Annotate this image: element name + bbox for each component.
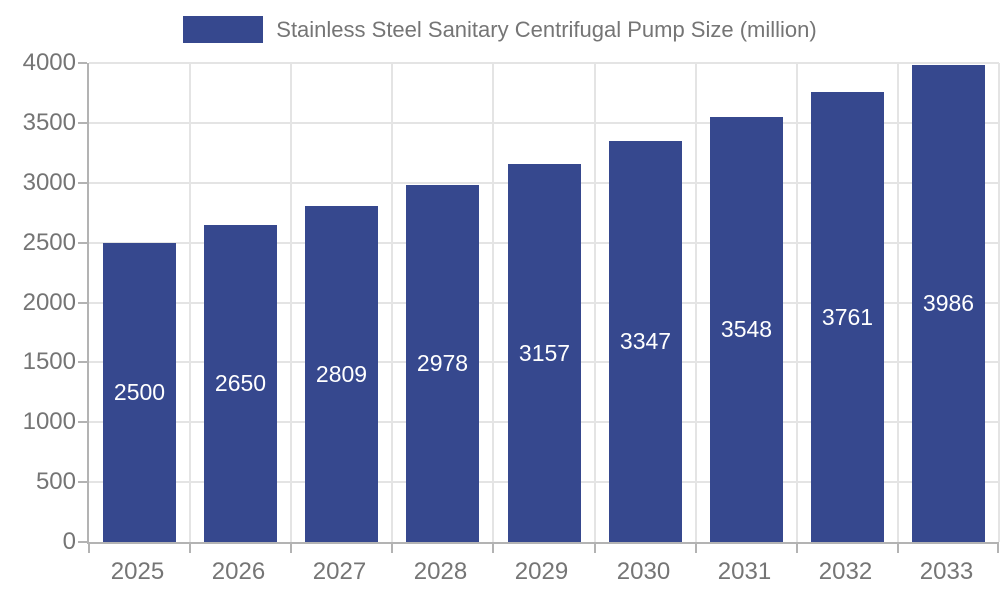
x-axis-tick-label: 2031: [717, 558, 772, 585]
x-axis-tick-label: 2025: [110, 558, 165, 585]
x-axis-tick: [694, 544, 697, 553]
x-axis-tick-label: 2032: [818, 558, 873, 585]
x-axis-tick-label: 2027: [312, 558, 367, 585]
x-axis-tick: [189, 544, 192, 553]
legend-swatch: [183, 16, 264, 43]
bar-value-label: 3157: [518, 339, 571, 366]
bar-2029: 3157: [508, 164, 581, 542]
plot-area: 2500 2650 2809 2978 3157 3347 3548 3761 3986: [78, 62, 1000, 553]
bar-2028: 2978: [406, 185, 479, 542]
y-axis-tick-label: 2500: [22, 228, 76, 256]
legend[interactable]: Stainless Steel Sanitary Centrifugal Pum…: [0, 16, 1000, 43]
bar-2030: 3347: [609, 141, 682, 542]
x-gridline: [189, 63, 192, 542]
x-axis-tick-label: 2029: [514, 558, 569, 585]
bar-2031: 3548: [710, 117, 783, 542]
y-axis-tick: [78, 62, 87, 64]
bar-2033: 3986: [912, 65, 985, 542]
y-axis-tick: [78, 121, 87, 124]
y-axis-tick-label: 500: [35, 468, 76, 496]
x-gridline: [290, 63, 293, 542]
y-axis-tick: [78, 541, 87, 543]
y-axis-tick: [78, 361, 87, 364]
bar-value-label: 2978: [416, 350, 469, 376]
x-axis-tick-label: 2033: [919, 558, 974, 585]
y-gridline: [89, 62, 999, 64]
x-axis-tick: [896, 544, 899, 553]
x-gridline: [492, 63, 495, 542]
y-axis-tick-label: 4000: [22, 49, 76, 76]
bar-value-label: 2650: [214, 370, 267, 396]
y-axis-tick: [78, 481, 87, 484]
y-axis-tick: [78, 181, 87, 184]
y-axis-tick: [78, 301, 87, 304]
y-axis-tick-label: 1500: [22, 348, 76, 376]
x-axis-tick: [997, 544, 999, 553]
x-axis-tick: [391, 544, 394, 553]
bar-2027: 2809: [305, 206, 378, 542]
bar-value-label: 2809: [315, 360, 368, 387]
x-gridline: [998, 63, 1000, 542]
x-gridline: [391, 63, 394, 542]
bar-value-label: 3761: [821, 303, 874, 330]
bar-2025: 2500: [103, 243, 176, 542]
bar-value-label: 3548: [720, 316, 773, 342]
x-axis-tick: [290, 544, 293, 553]
y-axis-tick-label: 1000: [22, 408, 76, 436]
x-axis-tick: [795, 544, 798, 553]
bar-2026: 2650: [204, 225, 277, 542]
y-axis-tick-label: 2000: [22, 288, 76, 316]
bar-2032: 3761: [811, 92, 884, 542]
x-axis-tick-label: 2028: [413, 558, 468, 585]
x-axis-tick: [593, 544, 596, 553]
bar-value-label: 2500: [113, 379, 166, 405]
x-gridline: [694, 63, 697, 542]
y-axis-tick: [78, 421, 87, 424]
y-axis-tick: [78, 241, 87, 244]
x-gridline: [896, 63, 899, 542]
bar-value-label: 3347: [619, 328, 672, 354]
legend-label: Stainless Steel Sanitary Centrifugal Pum…: [276, 16, 817, 42]
x-axis-tick-label: 2030: [616, 558, 671, 585]
y-axis-tick-label: 3500: [22, 108, 76, 136]
bar-value-label: 3986: [922, 290, 975, 316]
y-axis-tick-label: 3000: [22, 168, 76, 196]
x-axis-tick: [492, 544, 495, 553]
x-gridline: [795, 63, 798, 542]
x-axis-tick: [88, 544, 90, 553]
x-axis-tick-label: 2026: [211, 558, 266, 585]
y-axis-tick-label: 0: [62, 528, 76, 555]
y-gridline: [89, 121, 999, 124]
x-gridline: [593, 63, 596, 542]
